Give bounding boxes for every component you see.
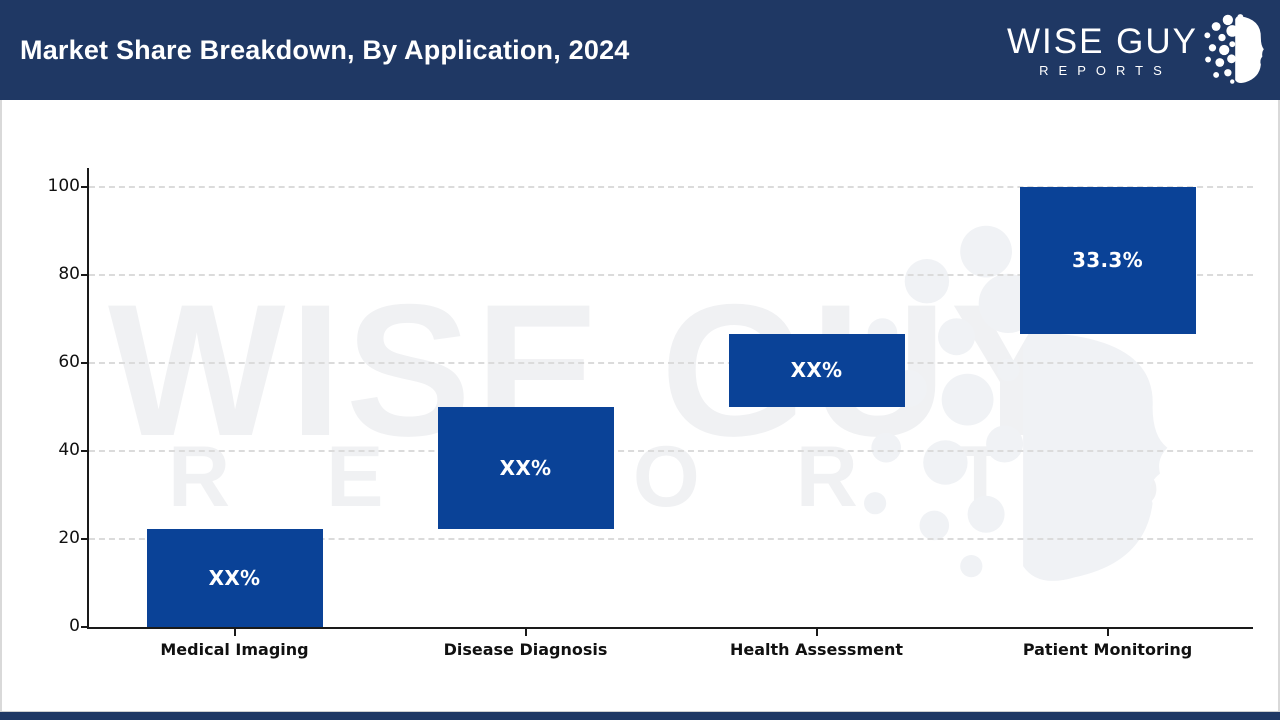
y-axis-tick-mark [81, 538, 89, 540]
wise-guy-reports-logo: WISE GUY REPORTS [1006, 8, 1266, 92]
dotted-face-icon [1204, 14, 1264, 84]
bar-value-label: XX% [208, 566, 261, 591]
logo-subtitle: REPORTS [1039, 62, 1172, 78]
y-axis-tick-label: 60 [58, 352, 80, 372]
gridline-y-60 [89, 362, 1253, 364]
page-title: Market Share Breakdown, By Application, … [20, 34, 630, 65]
bar-segment-4: 33.3% [1019, 187, 1196, 334]
x-axis-tick-mark [1106, 629, 1109, 636]
bar-value-label: XX% [499, 456, 552, 481]
logo-wordmark: WISE GUY [1006, 21, 1198, 61]
footer-bar [0, 712, 1280, 720]
y-axis-tick-label: 100 [47, 176, 80, 196]
bar-segment-3: XX% [728, 333, 905, 407]
y-axis-tick-label: 20 [58, 528, 80, 548]
header-bar: Market Share Breakdown, By Application, … [0, 0, 1280, 100]
bar-segment-1: XX% [146, 529, 323, 627]
chart-plot-area: 0 20 40 60 80 100 XX% Medical Imaging XX% Disease… [0, 100, 1280, 720]
page-border-left [0, 100, 2, 720]
gridline-y-20 [89, 538, 1253, 540]
y-axis-tick-mark [81, 186, 89, 188]
logo-text: WISE GUY REPORTS [1006, 21, 1198, 78]
page-border-right [1278, 100, 1280, 720]
y-axis-tick-mark [81, 362, 89, 364]
y-axis-tick-label: 80 [58, 264, 80, 284]
y-axis-tick-mark [81, 274, 89, 276]
y-axis-line [87, 168, 89, 629]
x-axis-category-label: Disease Diagnosis [443, 640, 608, 659]
bar-value-label: 33.3% [1072, 248, 1143, 273]
gridline-y-40 [89, 450, 1253, 452]
y-axis-tick-mark [81, 626, 89, 628]
x-axis-tick-mark [815, 629, 818, 636]
y-axis-tick-label: 40 [58, 440, 80, 460]
y-axis-tick-mark [81, 450, 89, 452]
gridline-y-100 [89, 186, 1253, 188]
x-axis-tick-mark [233, 629, 236, 636]
x-axis-line [87, 627, 1253, 629]
x-axis-category-label: Patient Monitoring [1022, 640, 1193, 659]
x-axis-category-label: Health Assessment [729, 640, 904, 659]
bar-value-label: XX% [790, 358, 843, 383]
gridline-y-80 [89, 274, 1253, 276]
x-axis-category-label: Medical Imaging [160, 640, 309, 659]
x-axis-tick-mark [524, 629, 527, 636]
bar-segment-2: XX% [437, 407, 614, 530]
page-border-bottom [0, 711, 1280, 712]
y-axis-tick-label: 0 [69, 616, 80, 636]
